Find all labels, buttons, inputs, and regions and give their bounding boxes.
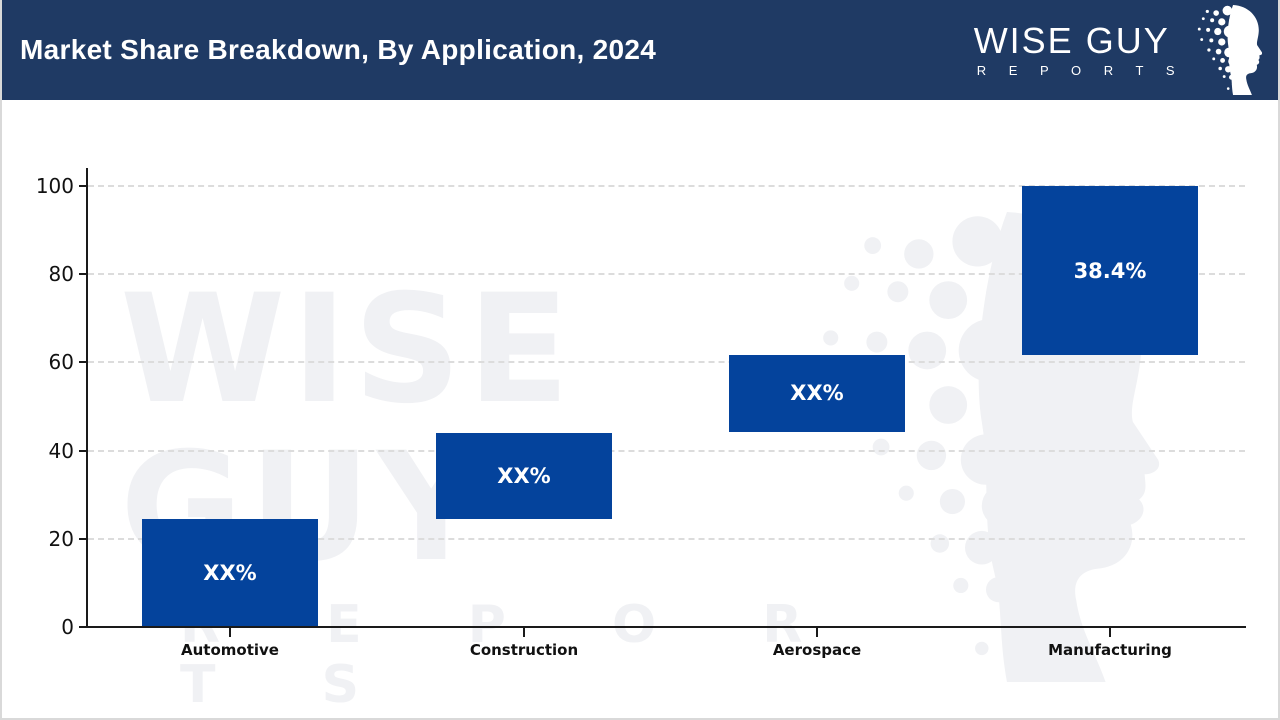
x-category-label: Manufacturing — [1048, 641, 1172, 659]
bar-value-label: XX% — [203, 560, 257, 585]
bar-manufacturing: 38.4% — [1022, 186, 1198, 356]
bar-value-label: XX% — [497, 463, 551, 488]
bar-automotive: XX% — [142, 518, 318, 627]
chart-title: Market Share Breakdown, By Application, … — [20, 34, 657, 65]
bar-value-label: XX% — [790, 381, 844, 406]
y-tick-label-100: 100 — [35, 174, 74, 198]
x-tick-construction — [523, 628, 525, 637]
y-tick-label-0: 0 — [61, 615, 74, 639]
x-tick-manufacturing — [1109, 628, 1111, 637]
gridline-80 — [88, 273, 1245, 276]
x-axis-line — [86, 626, 1246, 628]
brand-logo-text: WISE GUY R E P O R T S — [973, 20, 1184, 78]
brand-logo: WISE GUY R E P O R T S — [973, 5, 1262, 95]
dotted-head-logo-icon — [1197, 5, 1262, 95]
y-axis-line — [86, 168, 88, 628]
y-tick-60 — [79, 361, 88, 364]
x-category-label: Aerospace — [772, 641, 862, 659]
brand-name: WISE GUY — [973, 20, 1170, 61]
y-tick-label-80: 80 — [48, 262, 74, 287]
y-tick-20 — [79, 537, 88, 540]
bar-aerospace: XX% — [729, 355, 905, 432]
gridline-100 — [88, 185, 1245, 187]
gridline-40 — [88, 449, 1245, 452]
x-tick-aerospace — [816, 628, 818, 637]
y-tick-label-60: 60 — [48, 350, 74, 375]
x-category-label: Construction — [469, 641, 579, 659]
bar-value-label: 38.4% — [1073, 258, 1147, 283]
x-tick-automotive — [229, 628, 231, 637]
bar-construction: XX% — [436, 432, 612, 519]
gridline-20 — [88, 537, 1245, 540]
y-tick-100 — [79, 185, 88, 187]
brand-subtitle: R E P O R T S — [976, 63, 1184, 78]
y-tick-label-20: 20 — [48, 526, 74, 551]
y-tick-0 — [79, 626, 88, 628]
header-bar: Market Share Breakdown, By Application, … — [0, 0, 1280, 100]
x-category-label: Automotive — [181, 641, 279, 659]
y-tick-80 — [79, 273, 88, 276]
gridline-60 — [88, 361, 1245, 364]
y-tick-label-40: 40 — [48, 438, 74, 463]
y-tick-40 — [79, 449, 88, 452]
